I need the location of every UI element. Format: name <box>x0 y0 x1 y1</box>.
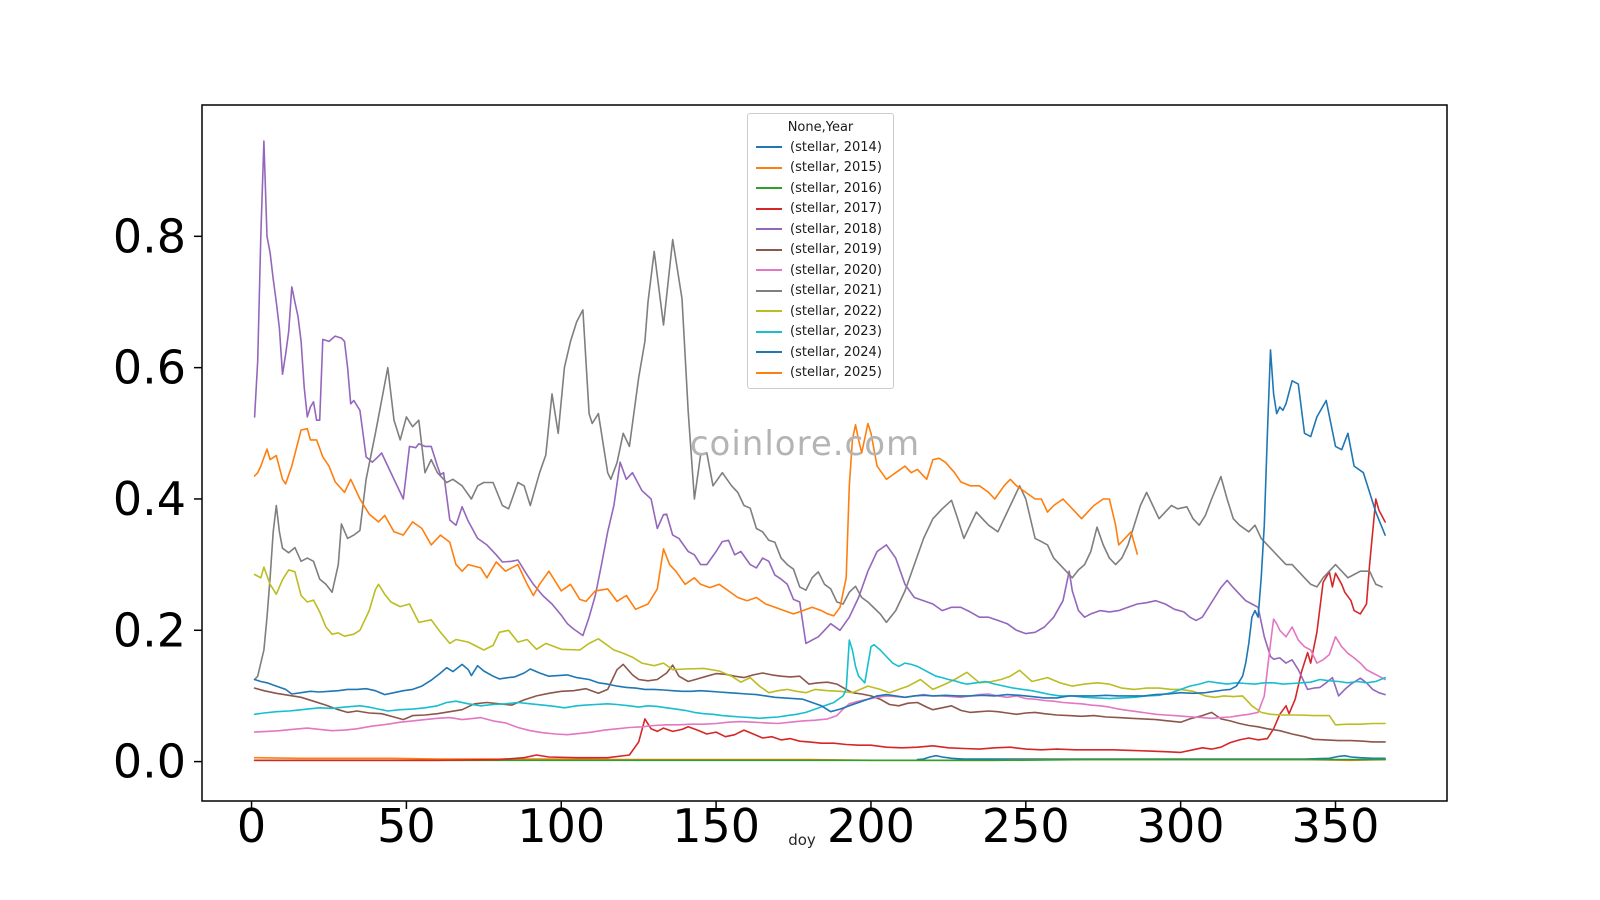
series-line-2019 <box>253 663 1386 743</box>
y-tick-label: 0.2 <box>113 603 186 657</box>
legend-swatch-line <box>756 310 782 313</box>
y-tick-label: 0.8 <box>113 209 186 263</box>
legend-item-label: (stellar, 2015) <box>790 160 882 176</box>
legend-swatch-line <box>756 187 782 190</box>
legend-item-label: (stellar, 2023) <box>790 324 882 340</box>
series-line-2020 <box>253 618 1386 736</box>
legend-swatch-line <box>756 269 782 272</box>
legend-item-label: (stellar, 2022) <box>790 303 882 319</box>
legend-swatch-line <box>756 166 782 169</box>
legend-swatch-line <box>756 228 782 231</box>
legend-item: (stellar, 2019) <box>756 240 885 261</box>
legend-swatch-line <box>756 207 782 210</box>
x-axis-label: doy <box>788 831 816 849</box>
legend-item: (stellar, 2022) <box>756 301 885 322</box>
legend-item: (stellar, 2024) <box>756 342 885 363</box>
x-tick-label: 50 <box>377 799 436 853</box>
x-tick-label: 100 <box>517 799 605 853</box>
legend-item: (stellar, 2016) <box>756 178 885 199</box>
x-tick-label: 350 <box>1292 799 1380 853</box>
series-line-2022 <box>253 566 1386 726</box>
legend: None,Year (stellar, 2014) (stellar, 2015)… <box>747 113 894 389</box>
y-tick-label: 0.6 <box>113 341 186 395</box>
legend-swatch-line <box>756 289 782 292</box>
legend-title: None,Year <box>787 120 854 135</box>
legend-item-label: (stellar, 2016) <box>790 180 882 196</box>
watermark: coinlore.com <box>689 424 921 464</box>
legend-item-label: (stellar, 2021) <box>790 283 882 299</box>
legend-item: (stellar, 2021) <box>756 281 885 302</box>
x-tick-label: 300 <box>1137 799 1225 853</box>
legend-swatch-line <box>756 351 782 354</box>
legend-item: (stellar, 2015) <box>756 158 885 179</box>
series-line-2021 <box>253 238 1383 681</box>
legend-item-label: (stellar, 2014) <box>790 139 882 155</box>
legend-swatch-line <box>756 330 782 333</box>
y-tick-label: 0.4 <box>113 472 186 526</box>
legend-item-label: (stellar, 2019) <box>790 242 882 258</box>
legend-item: (stellar, 2018) <box>756 219 885 240</box>
legend-item: (stellar, 2020) <box>756 260 885 281</box>
series-line-2025 <box>253 422 1139 617</box>
y-tick-label: 0.0 <box>113 735 186 789</box>
legend-item-label: (stellar, 2025) <box>790 365 882 381</box>
series-line-2017 <box>253 498 1386 762</box>
series-line-2023 <box>253 639 1386 720</box>
series-line-2018 <box>253 140 1386 697</box>
legend-item: (stellar, 2023) <box>756 322 885 343</box>
legend-swatch-line <box>756 146 782 149</box>
legend-item-label: (stellar, 2017) <box>790 201 882 217</box>
series-line-2024 <box>253 349 1386 713</box>
x-tick-label: 250 <box>982 799 1070 853</box>
x-tick-label: 0 <box>237 799 266 853</box>
plot-area-border <box>201 104 1448 802</box>
legend-item: (stellar, 2014) <box>756 137 885 158</box>
legend-item: (stellar, 2017) <box>756 199 885 220</box>
legend-item: (stellar, 2025) <box>756 363 885 384</box>
legend-item-label: (stellar, 2020) <box>790 262 882 278</box>
legend-swatch-line <box>756 371 782 374</box>
legend-swatch-line <box>756 248 782 251</box>
x-tick-label: 150 <box>672 799 760 853</box>
x-tick-label: 200 <box>827 799 915 853</box>
legend-item-label: (stellar, 2018) <box>790 221 882 237</box>
legend-item-label: (stellar, 2024) <box>790 344 882 360</box>
